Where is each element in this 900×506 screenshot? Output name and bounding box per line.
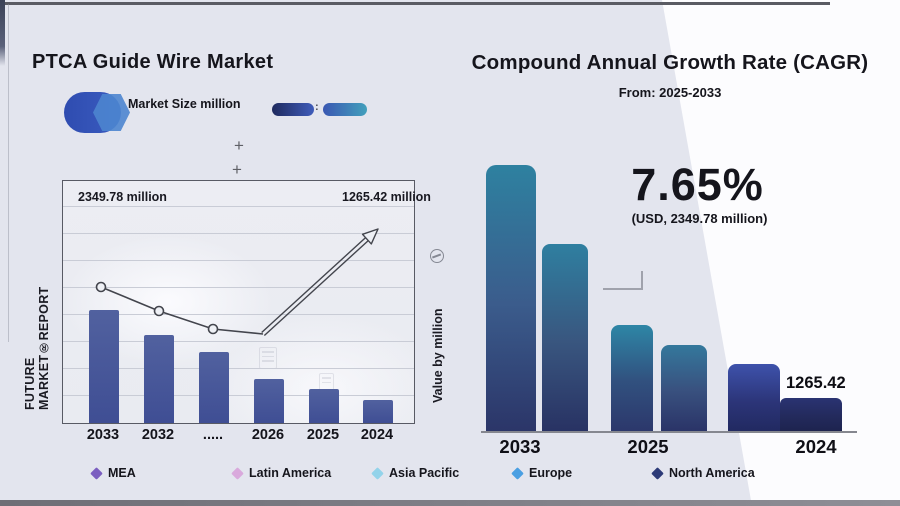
corner-decoration-line [641, 271, 643, 290]
cagr-value: 7.65% [631, 159, 764, 210]
market-size-bar [254, 379, 284, 423]
left-x-label: 2025 [306, 427, 340, 443]
market-size-bar [309, 389, 339, 423]
legend-diamond-icon [231, 467, 244, 480]
trend-marker-circle [207, 323, 219, 335]
cagr-bar [542, 244, 588, 432]
legend-diamond-icon [651, 467, 664, 480]
bottom-border-strip [0, 500, 900, 506]
market-size-legend-label: Market Size million [128, 97, 241, 111]
legend-diamond-icon [90, 467, 103, 480]
legend-diamond-icon [371, 467, 384, 480]
trend-marker-circle [153, 305, 165, 317]
left-x-label: 2026 [251, 427, 285, 443]
gridline [63, 395, 414, 396]
bar-value-label: 1265.42 [786, 374, 846, 392]
cagr-bar [661, 345, 707, 432]
right-x-label: 2033 [499, 436, 541, 457]
left-x-axis-labels: 2033 2032..... 2026 2025 2024 [62, 427, 413, 447]
left-x-label: ..... [202, 427, 224, 443]
trend-arrow-head [361, 228, 379, 245]
left-x-label: 2033 [86, 427, 120, 443]
left-x-label: 2032 [141, 427, 175, 443]
value-2024-label: 1265.42 million [342, 190, 431, 204]
trend-line [100, 286, 264, 335]
market-size-bar [199, 352, 229, 423]
colon-separator: : [315, 101, 319, 113]
cagr-bar [728, 364, 780, 432]
cagr-bar [780, 398, 842, 432]
gridline [63, 341, 414, 342]
gridline [63, 287, 414, 288]
corner-decoration-line [603, 288, 643, 290]
gridline [63, 260, 414, 261]
trend-arrow-shaft [261, 237, 367, 334]
cagr-bar [611, 325, 653, 432]
legend-label: MEA [108, 466, 136, 480]
plus-icon: + [234, 136, 244, 155]
trend-line-svg [95, 228, 379, 336]
inner-frame-line [8, 4, 9, 342]
left-x-label: 2024 [360, 427, 394, 443]
cagr-subtitle: From: 2025-2033 [618, 85, 722, 100]
right-x-label: 2025 [627, 436, 669, 457]
cagr-title: Compound Annual Growth Rate (CAGR) [471, 51, 869, 74]
gridline [63, 233, 414, 234]
trend-marker-circle [95, 281, 107, 293]
minus-circle-icon [430, 249, 444, 263]
market-size-bar [89, 310, 119, 423]
plus-icon: + [232, 160, 242, 179]
legend-label: Asia Pacific [389, 466, 460, 480]
ratio-pill-right-icon [323, 103, 367, 116]
legend-label: Latin America [249, 466, 332, 480]
legend-label: Europe [529, 466, 573, 480]
right-x-label: 2024 [795, 436, 837, 457]
right-x-axis-labels: 2033 2025 2024 [0, 436, 900, 458]
top-left-accent-strip [0, 0, 5, 66]
market-size-bar [144, 335, 174, 423]
left-chart-plot: 2349.78 million 1265.42 million [62, 180, 431, 424]
value-2033-label: 2349.78 million [78, 190, 167, 204]
market-size-bar [363, 400, 393, 423]
gridline [63, 314, 414, 315]
page-title: PTCA Guide Wire Market [32, 51, 274, 73]
legend-diamond-icon [511, 467, 524, 480]
gridline [63, 206, 414, 207]
ratio-pill-left-icon [272, 103, 314, 116]
legend-label: North America [669, 466, 755, 480]
top-border-line [0, 2, 830, 5]
right-chart-axis-line [481, 431, 857, 433]
cagr-bar [486, 165, 536, 432]
cagr-usd-note: (USD, 2349.78 million) [631, 211, 768, 226]
region-legend: MEA Latin America Asia Pacific Europe North … [0, 462, 900, 488]
gridline [63, 368, 414, 369]
trend-arrow-shaft [263, 240, 369, 336]
